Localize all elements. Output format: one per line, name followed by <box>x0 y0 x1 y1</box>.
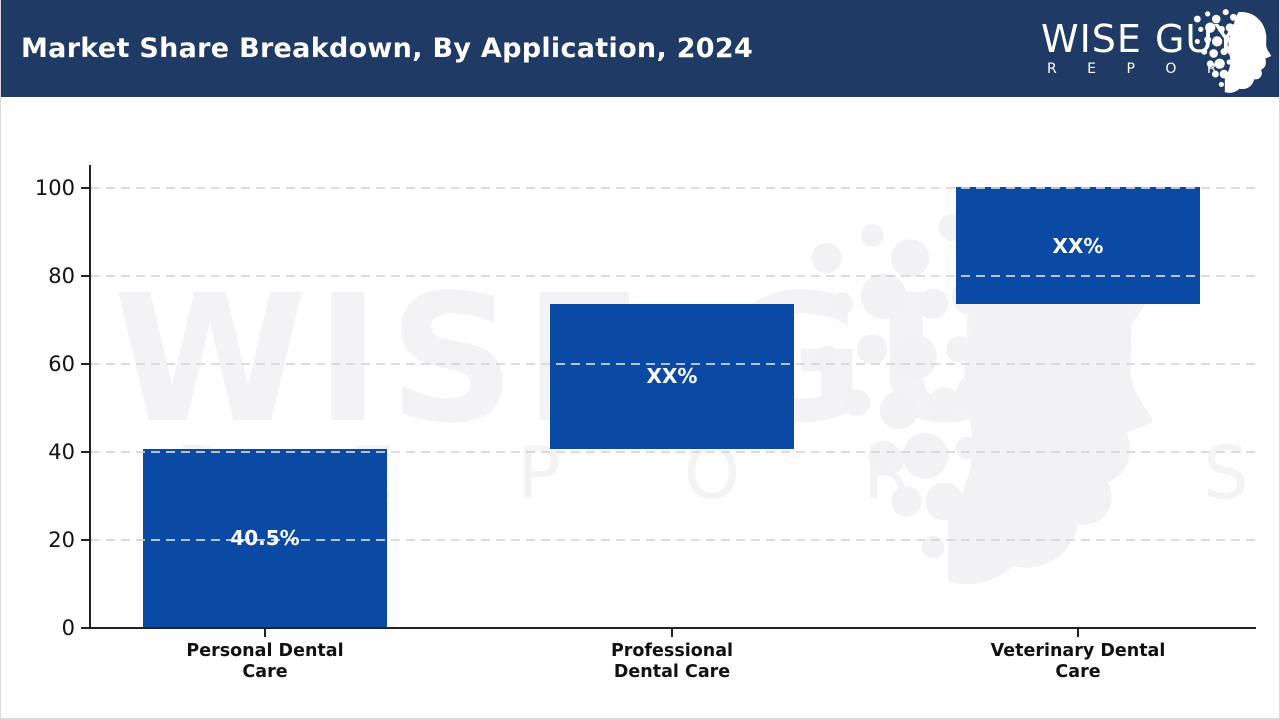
chart-title: Market Share Breakdown, By Application, … <box>21 33 754 64</box>
x-tick <box>671 629 673 637</box>
y-tick-label: 60 <box>48 352 75 376</box>
wise-guy-reports-logo: WISE GUY R E P O R T S <box>1011 5 1279 93</box>
y-tick <box>81 363 89 365</box>
gridline <box>91 275 1256 277</box>
bar <box>143 448 387 627</box>
dotted-head-icon <box>1193 9 1272 93</box>
gridline <box>91 451 1256 453</box>
x-axis-label: Personal Dental Care <box>186 641 344 683</box>
header-band: Market Share Breakdown, By Application, … <box>1 0 1279 97</box>
bar <box>956 187 1200 305</box>
y-tick <box>81 627 89 629</box>
y-tick-label: 20 <box>48 528 75 552</box>
y-tick-label: 100 <box>34 176 75 200</box>
x-tick <box>1077 629 1079 637</box>
y-tick-label: 0 <box>61 616 75 640</box>
gridline <box>91 363 1256 365</box>
y-tick <box>81 275 89 277</box>
y-tick-label: 80 <box>48 264 75 288</box>
y-axis-line <box>89 165 91 629</box>
x-tick <box>264 629 266 637</box>
y-tick <box>81 187 89 189</box>
x-axis-label: Veterinary Dental Care <box>990 641 1166 683</box>
bar-value-label: XX% <box>1052 233 1104 258</box>
gridline <box>91 187 1256 189</box>
y-tick-label: 40 <box>48 440 75 464</box>
y-tick <box>81 451 89 453</box>
bar-value-label: XX% <box>646 364 698 389</box>
x-axis-line <box>89 627 1256 629</box>
gridline <box>91 539 1256 541</box>
x-axis-label: Professional Dental Care <box>610 641 734 683</box>
bar <box>550 304 794 449</box>
bar-value-label: 40.5% <box>230 525 300 550</box>
y-tick <box>81 539 89 541</box>
